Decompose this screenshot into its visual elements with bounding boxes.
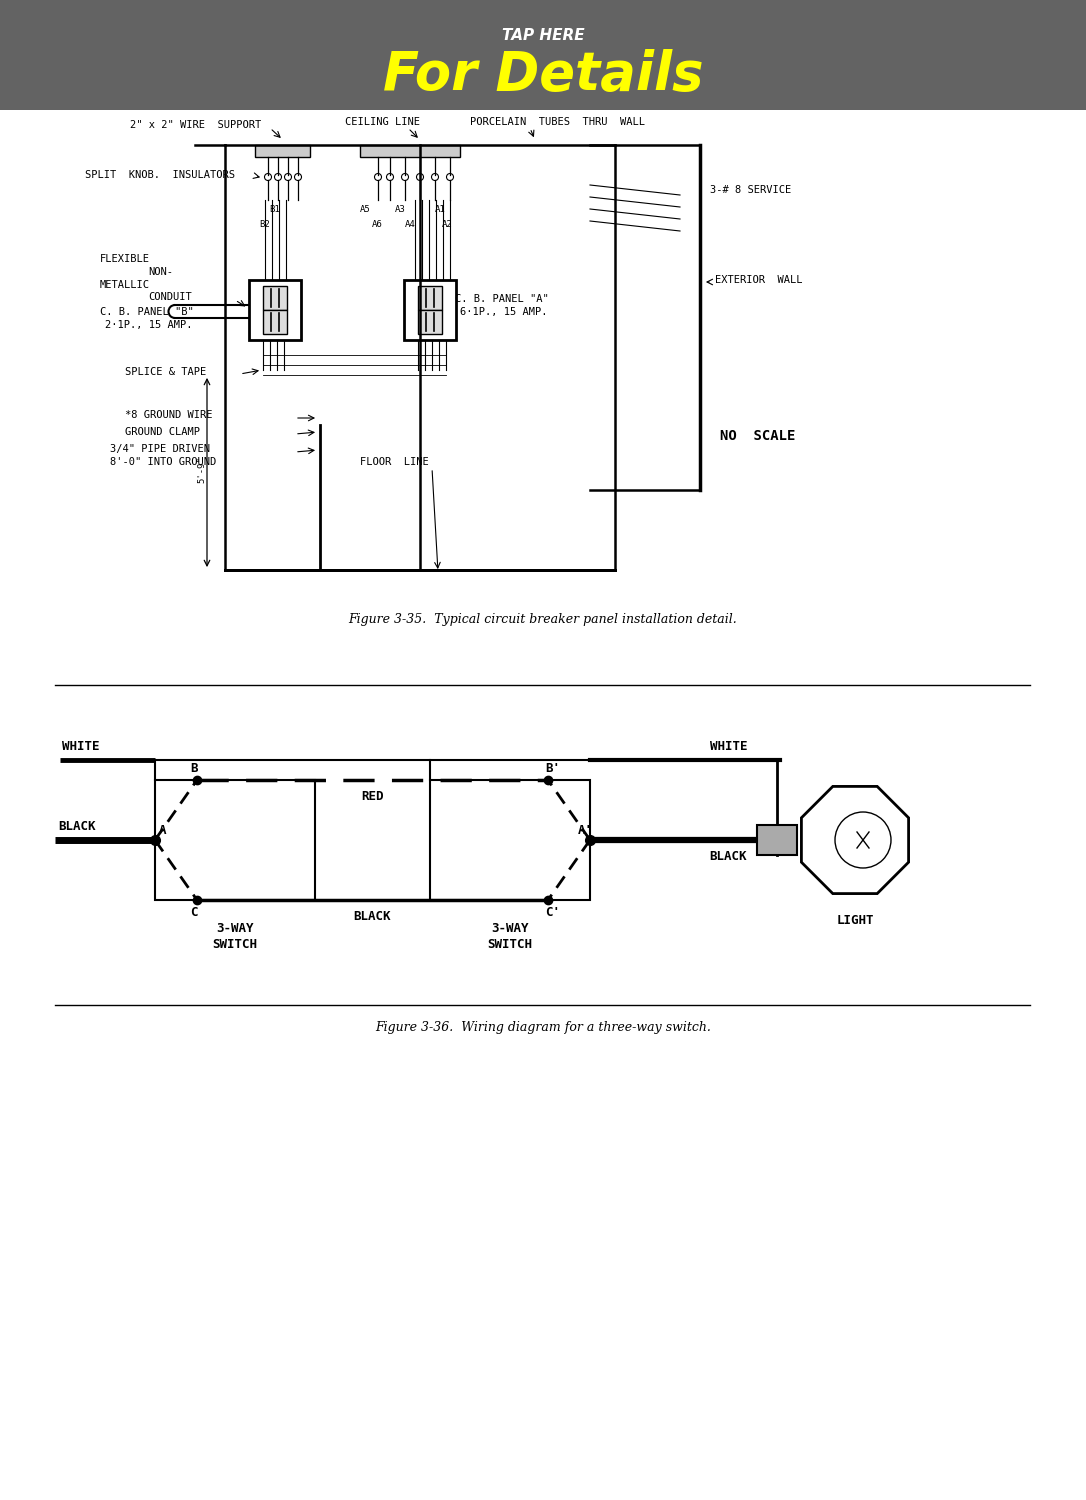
Bar: [757, 825, 797, 855]
Circle shape: [431, 174, 439, 180]
Text: A': A': [578, 824, 593, 837]
Text: A: A: [160, 824, 167, 837]
Bar: [155, 780, 315, 900]
Text: For Details: For Details: [382, 50, 704, 100]
Circle shape: [275, 174, 281, 180]
Text: METALLIC: METALLIC: [100, 280, 150, 290]
Text: B: B: [190, 762, 198, 774]
Bar: [430, 780, 590, 900]
Text: FLEXIBLE: FLEXIBLE: [100, 254, 150, 264]
Text: TAP HERE: TAP HERE: [502, 27, 584, 42]
Text: A6: A6: [371, 220, 382, 230]
Text: A2: A2: [442, 220, 453, 230]
Text: SWITCH: SWITCH: [488, 938, 532, 951]
Text: C: C: [190, 906, 198, 918]
Bar: [249, 280, 301, 340]
Text: 2" x 2" WIRE  SUPPORT: 2" x 2" WIRE SUPPORT: [130, 120, 262, 130]
Text: 3-# 8 SERVICE: 3-# 8 SERVICE: [710, 184, 792, 195]
Text: SPLIT  KNOB.  INSULATORS: SPLIT KNOB. INSULATORS: [85, 170, 235, 180]
Circle shape: [835, 812, 891, 868]
Bar: [418, 310, 442, 334]
Text: RED: RED: [362, 789, 383, 802]
Text: BLACK: BLACK: [58, 819, 96, 833]
Text: CONDUIT: CONDUIT: [148, 292, 192, 302]
Text: 6·1P., 15 AMP.: 6·1P., 15 AMP.: [460, 308, 547, 316]
Bar: [418, 286, 442, 310]
Text: 8'-0" INTO GROUND: 8'-0" INTO GROUND: [110, 458, 216, 466]
Text: NON-: NON-: [148, 267, 173, 278]
Text: B': B': [545, 762, 560, 774]
Circle shape: [387, 174, 393, 180]
Text: 3/4" PIPE DRIVEN: 3/4" PIPE DRIVEN: [110, 444, 210, 454]
Text: LIGHT: LIGHT: [836, 914, 874, 927]
Text: NO  SCALE: NO SCALE: [720, 429, 795, 442]
Bar: [404, 280, 456, 340]
Text: 2·1P., 15 AMP.: 2·1P., 15 AMP.: [105, 320, 192, 330]
Text: FLOOR  LINE: FLOOR LINE: [359, 458, 429, 466]
Circle shape: [375, 174, 381, 180]
Circle shape: [265, 174, 272, 180]
Text: C. B. PANEL "B": C. B. PANEL "B": [100, 308, 193, 316]
Text: GROUND CLAMP: GROUND CLAMP: [125, 427, 200, 436]
Text: C': C': [545, 906, 560, 918]
Text: *8 GROUND WIRE: *8 GROUND WIRE: [125, 410, 213, 420]
Text: CEILING LINE: CEILING LINE: [345, 117, 420, 128]
Text: 3-WAY: 3-WAY: [491, 921, 529, 934]
Bar: [263, 310, 287, 334]
Circle shape: [285, 174, 291, 180]
Text: BLACK: BLACK: [709, 849, 747, 862]
Circle shape: [402, 174, 408, 180]
Text: Figure 3-35.  Typical circuit breaker panel installation detail.: Figure 3-35. Typical circuit breaker pan…: [349, 614, 737, 627]
Text: WHITE: WHITE: [709, 740, 747, 753]
Text: B2: B2: [260, 220, 270, 230]
Text: A1: A1: [434, 206, 445, 214]
Text: WHITE: WHITE: [62, 740, 100, 753]
Text: SPLICE & TAPE: SPLICE & TAPE: [125, 368, 206, 376]
Text: A3: A3: [394, 206, 405, 214]
Text: EXTERIOR  WALL: EXTERIOR WALL: [715, 274, 803, 285]
Bar: [263, 286, 287, 310]
Circle shape: [446, 174, 454, 180]
Bar: [255, 146, 310, 158]
Polygon shape: [801, 786, 909, 894]
Circle shape: [294, 174, 302, 180]
Text: BLACK: BLACK: [354, 909, 391, 922]
Text: A5: A5: [359, 206, 370, 214]
Text: PORCELAIN  TUBES  THRU  WALL: PORCELAIN TUBES THRU WALL: [470, 117, 645, 128]
Text: A4: A4: [405, 220, 415, 230]
Circle shape: [417, 174, 424, 180]
Text: 3-WAY: 3-WAY: [216, 921, 254, 934]
Bar: [359, 146, 460, 158]
Text: 5'-9": 5'-9": [198, 456, 206, 483]
Bar: [0, 0, 1086, 110]
Text: Figure 3-36.  Wiring diagram for a three-way switch.: Figure 3-36. Wiring diagram for a three-…: [375, 1020, 711, 1034]
Text: SWITCH: SWITCH: [213, 938, 257, 951]
Text: C. B. PANEL "A": C. B. PANEL "A": [455, 294, 548, 304]
Text: B1: B1: [269, 206, 280, 214]
